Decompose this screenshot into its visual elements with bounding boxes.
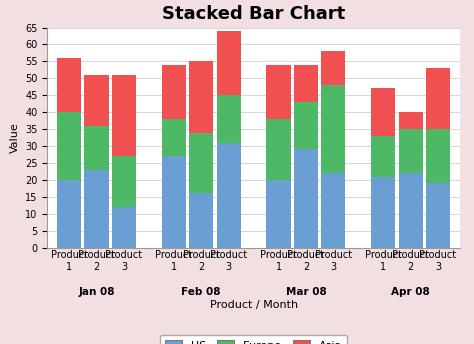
Bar: [321, 85, 346, 173]
Text: Jan 08: Jan 08: [78, 287, 115, 297]
Bar: [371, 88, 395, 136]
Bar: [426, 129, 450, 183]
Bar: [189, 61, 213, 132]
Bar: [162, 65, 186, 119]
Bar: [321, 173, 346, 248]
Bar: [294, 149, 318, 248]
Bar: [84, 126, 109, 170]
Bar: [266, 119, 291, 180]
Bar: [426, 68, 450, 129]
Bar: [371, 136, 395, 176]
Bar: [399, 129, 423, 173]
Text: Mar 08: Mar 08: [285, 287, 326, 297]
X-axis label: Product / Month: Product / Month: [210, 300, 298, 310]
Text: Apr 08: Apr 08: [391, 287, 430, 297]
Bar: [321, 51, 346, 85]
Bar: [371, 176, 395, 248]
Bar: [57, 180, 81, 248]
Y-axis label: Value: Value: [9, 122, 19, 153]
Bar: [426, 183, 450, 248]
Bar: [57, 58, 81, 112]
Bar: [266, 180, 291, 248]
Bar: [189, 193, 213, 248]
Bar: [162, 119, 186, 156]
Title: Stacked Bar Chart: Stacked Bar Chart: [162, 5, 345, 23]
Bar: [294, 102, 318, 149]
Text: Feb 08: Feb 08: [182, 287, 221, 297]
Legend: US, Europe, Asia: US, Europe, Asia: [160, 335, 347, 344]
Bar: [217, 95, 241, 143]
Bar: [84, 75, 109, 126]
Bar: [112, 156, 136, 207]
Bar: [162, 156, 186, 248]
Bar: [294, 65, 318, 102]
Bar: [217, 143, 241, 248]
Bar: [112, 207, 136, 248]
Bar: [57, 112, 81, 180]
Bar: [189, 132, 213, 193]
Bar: [84, 170, 109, 248]
Bar: [112, 75, 136, 156]
Bar: [266, 65, 291, 119]
Bar: [399, 112, 423, 129]
Bar: [217, 31, 241, 95]
Bar: [399, 173, 423, 248]
